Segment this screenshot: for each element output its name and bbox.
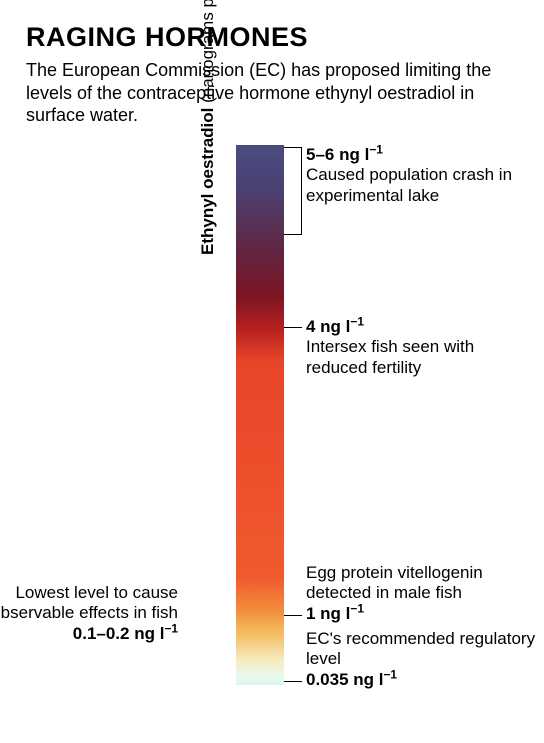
annotation: EC's recommended regulatory level0.035 n…: [306, 629, 536, 691]
annotation: Lowest level to cause observable effects…: [0, 583, 178, 645]
axis-label-bold: Ethynyl oestradiol: [198, 107, 217, 254]
annotation: Egg protein vitellogenin detected in mal…: [306, 563, 536, 625]
annotation: 4 ng l−1Intersex fish seen with reduced …: [306, 317, 536, 379]
annotation: 5–6 ng l−1Caused population crash in exp…: [306, 145, 536, 207]
tick-mark: [284, 615, 302, 616]
subtitle: The European Commission (EC) has propose…: [26, 59, 518, 127]
tick-mark: [284, 327, 302, 328]
concentration-bar: [236, 145, 284, 685]
y-axis-label: Ethynyl oestradiol (nanograms per litre;…: [198, 0, 218, 255]
range-bracket: [284, 147, 302, 235]
tick-mark: [284, 681, 302, 682]
chart-area: Ethynyl oestradiol (nanograms per litre;…: [26, 145, 518, 705]
axis-label-unit: (nanograms per litre; ng l−1): [198, 0, 217, 102]
gradient-bar-svg: [236, 145, 284, 685]
page-title: RAGING HORMONES: [26, 22, 518, 53]
